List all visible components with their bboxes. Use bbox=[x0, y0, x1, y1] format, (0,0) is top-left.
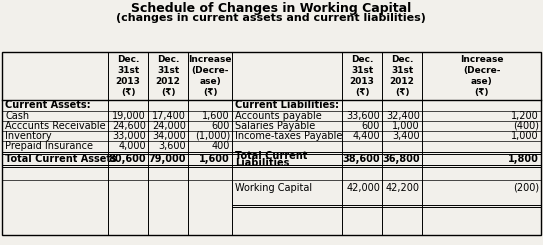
Text: (400): (400) bbox=[513, 121, 539, 131]
Text: Cash: Cash bbox=[5, 111, 29, 121]
Text: Schedule of Changes in Working Capital: Schedule of Changes in Working Capital bbox=[131, 2, 411, 15]
Text: 4,400: 4,400 bbox=[352, 131, 380, 141]
Text: 600: 600 bbox=[212, 121, 230, 131]
Text: Liabilities: Liabilities bbox=[235, 158, 289, 168]
Text: 600: 600 bbox=[362, 121, 380, 131]
Text: Dec.
31st
2012
(₹): Dec. 31st 2012 (₹) bbox=[389, 55, 414, 97]
Text: 33,000: 33,000 bbox=[112, 131, 146, 141]
Text: 4,000: 4,000 bbox=[118, 141, 146, 151]
Text: Dec.
31st
2012
(₹): Dec. 31st 2012 (₹) bbox=[155, 55, 180, 97]
Text: 38,600: 38,600 bbox=[343, 154, 380, 164]
Bar bbox=[2, 52, 541, 235]
Text: Increase
(Decre-
ase)
(₹): Increase (Decre- ase) (₹) bbox=[460, 55, 503, 97]
Text: 17,400: 17,400 bbox=[152, 111, 186, 121]
Text: 24,000: 24,000 bbox=[152, 121, 186, 131]
Text: Prepaid Insurance: Prepaid Insurance bbox=[5, 141, 93, 151]
Text: 42,000: 42,000 bbox=[346, 183, 380, 193]
Text: 42,200: 42,200 bbox=[386, 183, 420, 193]
Text: 19,000: 19,000 bbox=[112, 111, 146, 121]
Text: 32,400: 32,400 bbox=[386, 111, 420, 121]
Text: 3,600: 3,600 bbox=[159, 141, 186, 151]
Text: Current Liabilities:: Current Liabilities: bbox=[235, 100, 339, 110]
Text: 1,600: 1,600 bbox=[203, 111, 230, 121]
Text: 33,600: 33,600 bbox=[346, 111, 380, 121]
Text: 1,600: 1,600 bbox=[199, 154, 230, 164]
Text: Dec.
31st
2013
(₹): Dec. 31st 2013 (₹) bbox=[116, 55, 141, 97]
Text: 1,800: 1,800 bbox=[508, 154, 539, 164]
Text: (1,000): (1,000) bbox=[195, 131, 230, 141]
Text: (changes in current assets and current liabilities): (changes in current assets and current l… bbox=[116, 13, 426, 23]
Text: 24,600: 24,600 bbox=[112, 121, 146, 131]
Text: 79,000: 79,000 bbox=[148, 154, 186, 164]
Text: 34,000: 34,000 bbox=[152, 131, 186, 141]
Text: 1,000: 1,000 bbox=[393, 121, 420, 131]
Text: 3,400: 3,400 bbox=[393, 131, 420, 141]
Text: Total Current Assets: Total Current Assets bbox=[5, 154, 117, 164]
Text: Income-taxes Payable: Income-taxes Payable bbox=[235, 131, 343, 141]
Text: 400: 400 bbox=[212, 141, 230, 151]
Text: 1,000: 1,000 bbox=[512, 131, 539, 141]
Text: Salaries Payable: Salaries Payable bbox=[235, 121, 315, 131]
Text: 1,200: 1,200 bbox=[512, 111, 539, 121]
Text: Acccunts Receivable: Acccunts Receivable bbox=[5, 121, 106, 131]
Text: Accounts payable: Accounts payable bbox=[235, 111, 322, 121]
Text: Working Capital: Working Capital bbox=[235, 183, 312, 193]
Text: Total Current: Total Current bbox=[235, 151, 307, 161]
Text: Increase
(Decre-
ase)
(₹): Increase (Decre- ase) (₹) bbox=[188, 55, 232, 97]
Text: 80,600: 80,600 bbox=[109, 154, 146, 164]
Text: 36,800: 36,800 bbox=[382, 154, 420, 164]
Text: Dec.
31st
2013
(₹): Dec. 31st 2013 (₹) bbox=[350, 55, 375, 97]
Text: Current Assets:: Current Assets: bbox=[5, 100, 91, 110]
Text: (200): (200) bbox=[513, 183, 539, 193]
Text: Inventory: Inventory bbox=[5, 131, 52, 141]
